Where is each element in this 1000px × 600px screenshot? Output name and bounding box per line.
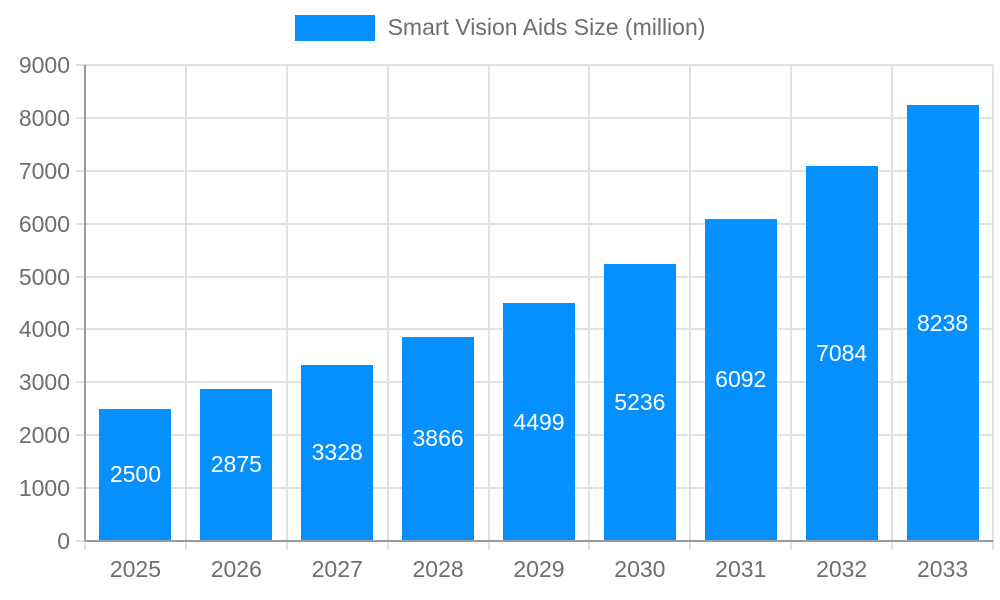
y-axis-tick-mark (76, 328, 85, 331)
bar-value-label: 3328 (311, 439, 363, 466)
gridline-v (992, 65, 994, 541)
gridline-v (386, 65, 389, 541)
gridline-h (85, 275, 993, 278)
bar: 8238 (906, 105, 979, 541)
gridline-v (790, 65, 793, 541)
bar: 2500 (99, 408, 172, 541)
bar-value-label: 2500 (109, 461, 162, 488)
y-axis-tick-label: 2000 (18, 422, 70, 449)
x-axis-tick-mark (790, 541, 793, 550)
x-axis-tick-label: 2033 (916, 556, 969, 582)
x-axis-tick-mark (184, 541, 187, 550)
gridline-v (184, 65, 187, 541)
gridline-v (285, 65, 288, 541)
bar-value-label: 7084 (816, 340, 868, 367)
y-axis-tick-mark (76, 222, 85, 225)
x-axis-tick-label: 2032 (816, 556, 868, 582)
legend-swatch (294, 14, 375, 41)
y-axis-tick-label: 1000 (18, 475, 70, 502)
gridline-h (85, 169, 993, 172)
x-axis-tick-label: 2027 (311, 556, 363, 582)
x-axis-tick-label: 2028 (412, 556, 464, 582)
y-axis-tick-label: 7000 (18, 157, 70, 184)
y-axis-tick-label: 4000 (18, 316, 70, 343)
bar-value-label: 5236 (614, 389, 666, 416)
y-axis-tick-mark (76, 434, 85, 437)
bar-value-label: 8238 (916, 309, 969, 336)
y-axis-line (84, 65, 86, 541)
x-axis-tick-mark (891, 541, 894, 550)
bar: 3328 (301, 364, 374, 541)
gridline-v (689, 65, 692, 541)
x-axis-tick-label: 2026 (210, 556, 262, 582)
x-axis-tick-mark (992, 541, 994, 550)
y-axis-tick-mark (76, 487, 85, 490)
y-axis-tick-label: 5000 (18, 263, 70, 290)
bar-value-label: 6092 (715, 366, 767, 393)
y-axis-tick-mark (76, 540, 85, 542)
x-axis-tick-mark (285, 541, 288, 550)
gridline-v (487, 65, 490, 541)
x-axis-tick-mark (689, 541, 692, 550)
x-axis-tick-label: 2030 (614, 556, 666, 582)
bar-value-label: 2875 (210, 451, 262, 478)
y-axis-tick-label: 9000 (18, 52, 70, 78)
x-axis-tick-mark (386, 541, 389, 550)
x-axis-tick-mark (487, 541, 490, 550)
bar: 2875 (200, 388, 273, 541)
y-axis-tick-label: 0 (57, 528, 70, 554)
x-axis-line (85, 540, 993, 542)
gridline-h (85, 222, 993, 225)
y-axis-tick-mark (76, 116, 85, 119)
y-axis-tick-label: 8000 (18, 104, 70, 131)
y-axis-tick-mark (76, 64, 85, 66)
y-axis-tick-label: 3000 (18, 369, 70, 396)
bar-value-label: 4499 (513, 408, 565, 435)
x-axis-tick-label: 2025 (109, 556, 162, 582)
y-axis-tick-label: 6000 (18, 210, 70, 237)
bar: 7084 (805, 166, 878, 541)
bar-value-label: 3866 (412, 425, 464, 452)
bar: 6092 (704, 218, 777, 541)
y-axis-tick-mark (76, 275, 85, 278)
plot-area: 2500 2875 3328 3866 4499 5236 6092 7084 8238 (85, 64, 994, 541)
x-axis-tick-label: 2031 (715, 556, 767, 582)
legend-label: Smart Vision Aids Size (million) (387, 14, 706, 40)
x-axis-tick-mark (84, 541, 86, 550)
x-axis-tick-label: 2029 (513, 556, 565, 582)
gridline-h (85, 64, 993, 66)
gridline-v (891, 65, 894, 541)
gridline-h (85, 116, 993, 119)
legend[interactable]: Smart Vision Aids Size (million) (0, 14, 1000, 41)
y-axis-tick-mark (76, 169, 85, 172)
bar: 4499 (503, 303, 575, 541)
x-axis-tick-mark (588, 541, 591, 550)
gridline-v (588, 65, 591, 541)
y-axis-tick-mark (76, 381, 85, 384)
bar: 5236 (603, 264, 676, 541)
bar: 3866 (402, 336, 475, 541)
